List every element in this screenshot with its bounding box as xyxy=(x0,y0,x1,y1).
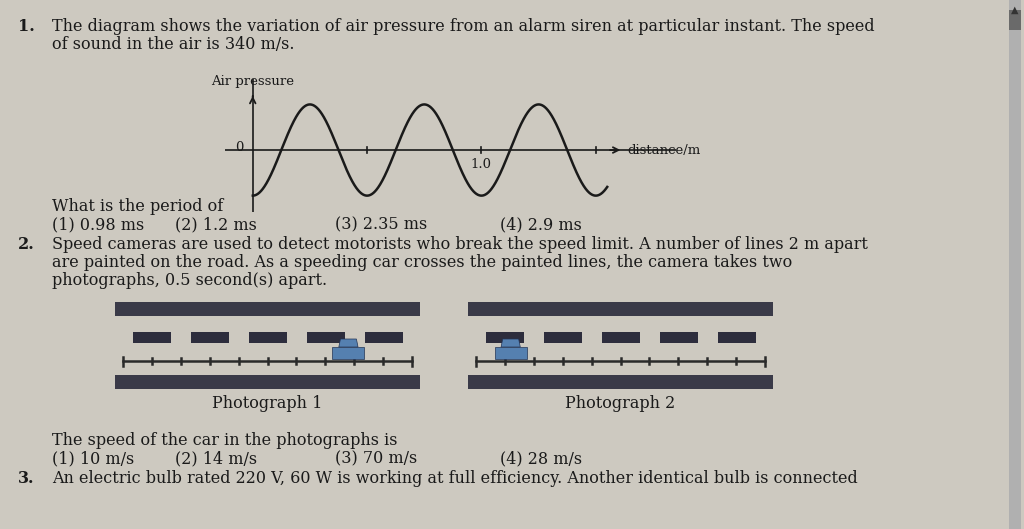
Bar xyxy=(544,332,582,343)
Bar xyxy=(1009,0,1021,529)
Text: Speed cameras are used to detect motorists who break the speed limit. A number o: Speed cameras are used to detect motoris… xyxy=(52,236,868,253)
Text: Photograph 2: Photograph 2 xyxy=(565,395,676,412)
Text: photographs, 0.5 second(s) apart.: photographs, 0.5 second(s) apart. xyxy=(52,272,327,289)
Bar xyxy=(659,332,697,343)
Bar xyxy=(115,302,420,316)
Bar xyxy=(190,332,228,343)
Polygon shape xyxy=(339,339,358,347)
Text: The speed of the car in the photographs is: The speed of the car in the photographs … xyxy=(52,432,397,449)
Bar xyxy=(306,332,344,343)
Text: ▲: ▲ xyxy=(1012,5,1019,15)
Text: 1.0: 1.0 xyxy=(471,158,492,171)
Text: (2) 1.2 ms: (2) 1.2 ms xyxy=(175,216,257,233)
Bar xyxy=(718,332,756,343)
Bar xyxy=(365,332,402,343)
Text: (1) 10 m/s: (1) 10 m/s xyxy=(52,450,134,467)
Bar xyxy=(601,332,640,343)
Text: 2.: 2. xyxy=(18,236,35,253)
Bar xyxy=(485,332,523,343)
Text: What is the period of alarm siren?: What is the period of alarm siren? xyxy=(52,198,331,215)
Text: (3) 2.35 ms: (3) 2.35 ms xyxy=(335,216,427,233)
Text: are painted on the road. As a speeding car crosses the painted lines, the camera: are painted on the road. As a speeding c… xyxy=(52,254,793,271)
Text: Air pressure: Air pressure xyxy=(211,76,294,88)
Bar xyxy=(495,347,526,359)
Text: 0: 0 xyxy=(236,141,244,154)
Bar xyxy=(1009,10,1021,30)
Text: (2) 14 m/s: (2) 14 m/s xyxy=(175,450,257,467)
Polygon shape xyxy=(501,339,520,347)
Text: 3.: 3. xyxy=(18,470,35,487)
Bar xyxy=(115,375,420,389)
Text: The diagram shows the variation of air pressure from an alarm siren at particula: The diagram shows the variation of air p… xyxy=(52,18,874,35)
Bar xyxy=(333,347,365,359)
Text: An electric bulb rated 220 V, 60 W is working at full efficiency. Another identi: An electric bulb rated 220 V, 60 W is wo… xyxy=(52,470,858,487)
Text: (3) 70 m/s: (3) 70 m/s xyxy=(335,450,417,467)
Bar xyxy=(132,332,171,343)
Bar xyxy=(468,302,773,316)
Text: 1.: 1. xyxy=(18,18,35,35)
Text: Photograph 1: Photograph 1 xyxy=(212,395,323,412)
Text: of sound in the air is 340 m/s.: of sound in the air is 340 m/s. xyxy=(52,36,295,53)
Text: (1) 0.98 ms: (1) 0.98 ms xyxy=(52,216,144,233)
Text: (4) 28 m/s: (4) 28 m/s xyxy=(500,450,582,467)
Bar xyxy=(468,375,773,389)
Text: distance/m: distance/m xyxy=(628,143,701,157)
Bar xyxy=(249,332,287,343)
Text: (4) 2.9 ms: (4) 2.9 ms xyxy=(500,216,582,233)
